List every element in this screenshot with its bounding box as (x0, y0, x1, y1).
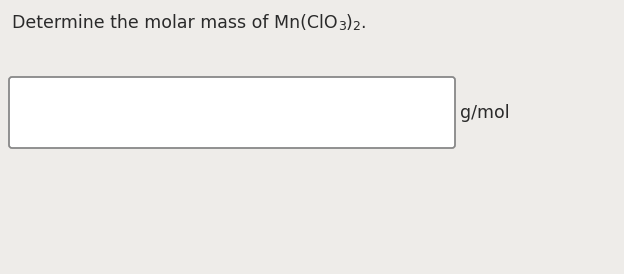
Text: ): ) (346, 14, 353, 32)
Text: .: . (360, 14, 366, 32)
FancyBboxPatch shape (9, 77, 455, 148)
Text: g/mol: g/mol (460, 104, 510, 122)
Text: 2: 2 (353, 20, 360, 33)
Text: Determine the molar mass of Mn(ClO: Determine the molar mass of Mn(ClO (12, 14, 338, 32)
Text: 3: 3 (338, 20, 346, 33)
